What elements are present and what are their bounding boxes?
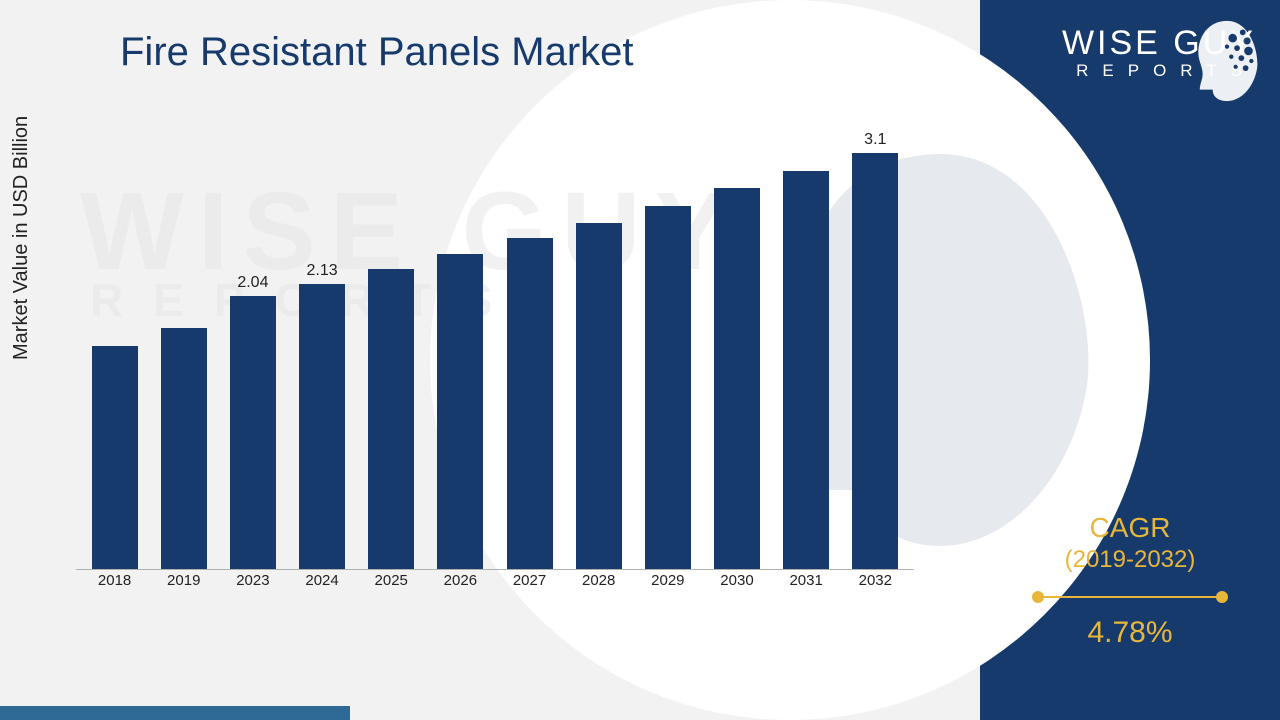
cagr-value: 4.78% xyxy=(1020,616,1240,650)
bar: 3.1 xyxy=(852,153,898,570)
cagr-divider xyxy=(1038,596,1222,598)
y-axis-label: Market Value in USD Billion xyxy=(10,116,33,360)
bar-wrap xyxy=(714,188,760,570)
bar-wrap xyxy=(368,269,414,570)
x-tick-label: 2032 xyxy=(852,572,898,589)
bar xyxy=(645,206,691,570)
bars-container: 2.04 2.13 3.1 xyxy=(80,140,910,570)
bar-wrap xyxy=(507,238,553,570)
x-tick-label: 2024 xyxy=(299,572,345,589)
bar-wrap xyxy=(92,346,138,570)
x-tick-label: 2028 xyxy=(576,572,622,589)
x-tick-label: 2018 xyxy=(92,572,138,589)
x-axis-baseline xyxy=(76,569,914,570)
bar-value-label: 2.13 xyxy=(306,262,337,280)
bar xyxy=(783,171,829,570)
bar-value-label: 2.04 xyxy=(237,274,268,292)
bar xyxy=(368,269,414,570)
bar-wrap xyxy=(437,254,483,570)
cagr-title: CAGR xyxy=(1020,512,1240,544)
bar xyxy=(576,223,622,570)
cagr-block: CAGR (2019-2032) 4.78% xyxy=(1020,512,1240,650)
x-tick-label: 2025 xyxy=(368,572,414,589)
logo-head-icon xyxy=(1190,18,1264,104)
bar xyxy=(507,238,553,570)
chart-plot-area: 2.04 2.13 3.1 xyxy=(80,140,910,570)
x-tick-label: 2026 xyxy=(437,572,483,589)
bar xyxy=(437,254,483,570)
bar-wrap: 2.04 xyxy=(230,296,276,570)
bar xyxy=(714,188,760,570)
chart-panel: Fire Resistant Panels Market WISE GUYREP… xyxy=(0,0,980,720)
x-tick-label: 2031 xyxy=(783,572,829,589)
x-tick-label: 2029 xyxy=(645,572,691,589)
bottom-accent-bar xyxy=(0,706,350,720)
bar-wrap xyxy=(576,223,622,570)
x-tick-label: 2019 xyxy=(161,572,207,589)
x-tick-label: 2023 xyxy=(230,572,276,589)
x-axis-ticks: 2018 2019 2023 2024 2025 2026 2027 2028 2029 2030… xyxy=(80,572,910,589)
infographic-stage: Fire Resistant Panels Market WISE GUYREP… xyxy=(0,0,1280,720)
bar xyxy=(161,328,207,570)
bar: 2.13 xyxy=(299,284,345,570)
bar-wrap xyxy=(783,171,829,570)
cagr-range: (2019-2032) xyxy=(1020,546,1240,574)
x-tick-label: 2027 xyxy=(507,572,553,589)
bar-wrap xyxy=(645,206,691,570)
bar-wrap: 3.1 xyxy=(852,153,898,570)
bar xyxy=(92,346,138,570)
chart-title: Fire Resistant Panels Market xyxy=(120,30,634,75)
bar-wrap: 2.13 xyxy=(299,284,345,570)
bar-wrap xyxy=(161,328,207,570)
bar-value-label: 3.1 xyxy=(864,131,886,149)
x-tick-label: 2030 xyxy=(714,572,760,589)
bar: 2.04 xyxy=(230,296,276,570)
